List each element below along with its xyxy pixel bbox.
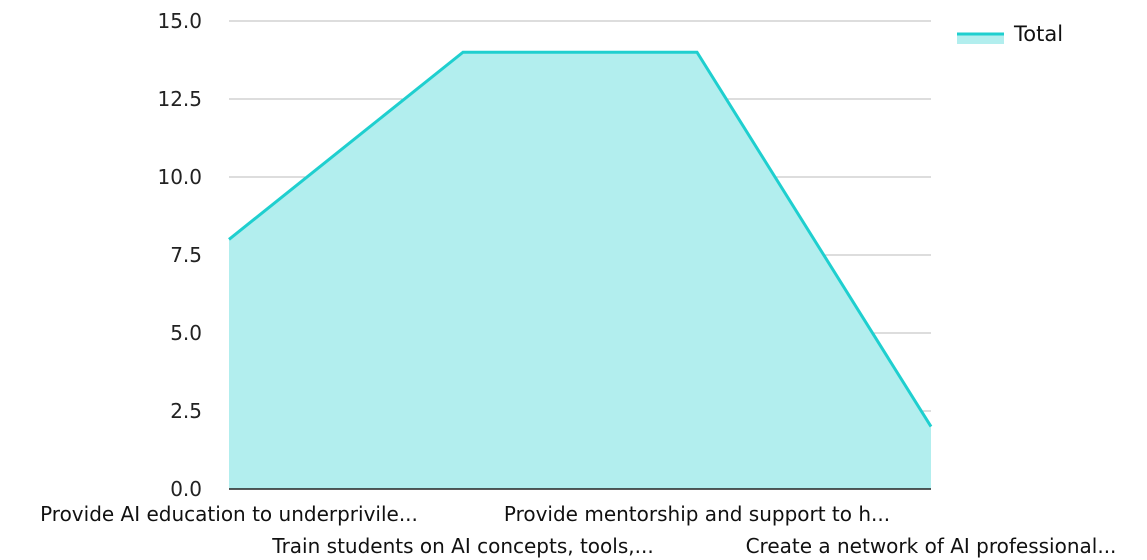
y-tick-label: 15.0: [157, 9, 202, 33]
legend-label-total: Total: [1013, 22, 1063, 46]
x-category-label: Provide AI education to underprivile...: [40, 502, 418, 526]
series-line-total: [228, 50, 933, 428]
y-tick-label: 2.5: [170, 399, 202, 423]
area-series: [228, 50, 933, 489]
y-tick-label: 5.0: [170, 321, 202, 345]
y-tick-label: 10.0: [157, 165, 202, 189]
x-axis-categories: Provide AI education to underprivile... T…: [40, 502, 1116, 558]
x-category-label: Train students on AI concepts, tools,...: [271, 534, 653, 558]
y-axis-ticks: 0.0 2.5 5.0 7.5 10.0 12.5 15.0: [157, 9, 202, 501]
legend: Total: [957, 22, 1063, 46]
y-tick-label: 7.5: [170, 243, 202, 267]
legend-swatch-fill: [957, 34, 1004, 44]
y-tick-label: 0.0: [170, 477, 202, 501]
area-fill-total: [229, 52, 931, 489]
x-category-label: Provide mentorship and support to h...: [504, 502, 890, 526]
x-category-label: Create a network of AI professional...: [746, 534, 1117, 558]
y-tick-label: 12.5: [157, 87, 202, 111]
